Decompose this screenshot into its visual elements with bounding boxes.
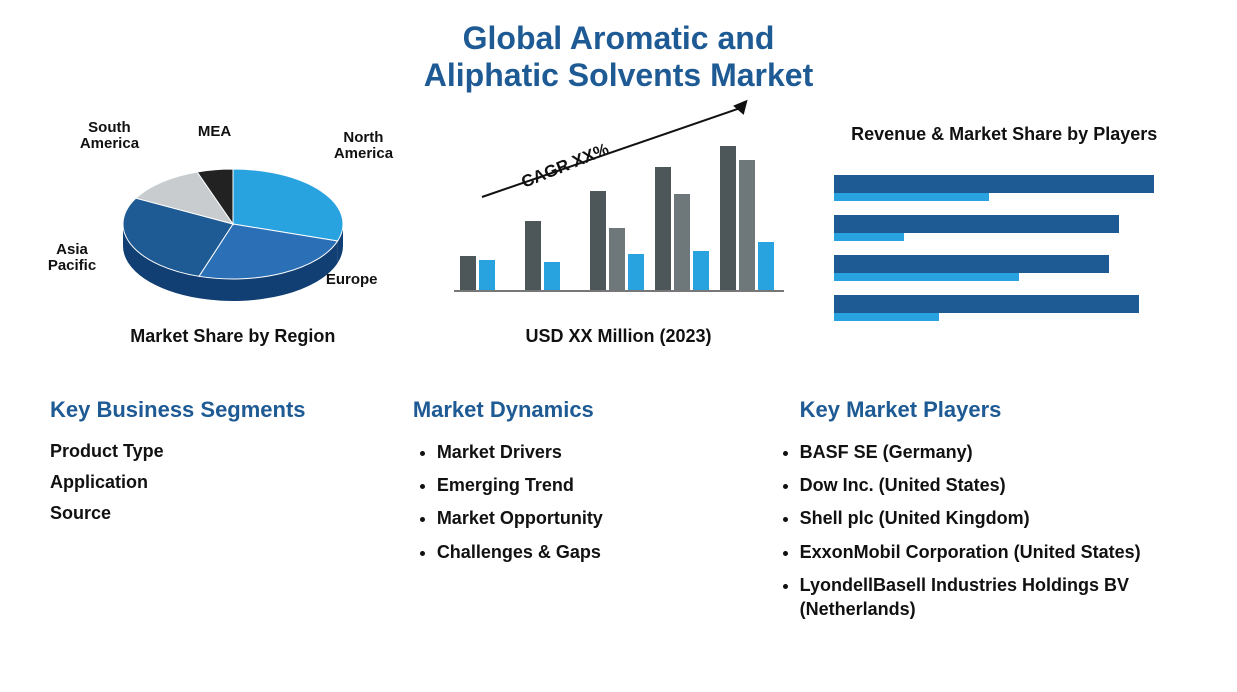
player-bar-dark [834,175,1154,193]
bar-group [720,146,777,289]
players-panel: Key Market Players BASF SE (Germany) Dow … [766,397,1197,631]
bar-panel: CAGR XX% USD XX Million (2023) [426,124,812,347]
bar-group [525,221,582,289]
list-item: Dow Inc. (United States) [800,474,1187,497]
list-item: Challenges & Gaps [437,541,603,564]
pie-label: Europe [326,272,378,289]
bar [628,254,644,289]
dynamics-title: Market Dynamics [413,397,594,423]
player-bar-light [834,193,989,201]
bar [693,251,709,289]
players-chart [834,175,1174,321]
bar [655,167,671,290]
pie-chart: NorthAmericaEuropeAsiaPacificSouthAmeric… [48,124,418,314]
bar-chart: CAGR XX% [454,124,784,314]
list-item: Emerging Trend [437,474,603,497]
player-bar-dark [834,295,1139,313]
dynamics-list: Market Drivers Emerging Trend Market Oppor… [413,441,603,575]
bar [739,160,755,290]
player-bar-dark [834,255,1109,273]
player-bar-row [834,215,1174,241]
list-item: Market Drivers [437,441,603,464]
player-bar-light [834,273,1019,281]
bar [674,194,690,289]
player-bar-row [834,255,1174,281]
pie-caption: Market Share by Region [130,326,335,347]
players-list: BASF SE (Germany) Dow Inc. (United States… [776,441,1187,631]
bar-group [655,167,712,290]
bar [609,228,625,289]
bar [720,146,736,289]
list-item: Shell plc (United Kingdom) [800,507,1187,530]
list-item: LyondellBasell Industries Holdings BV (N… [800,574,1187,621]
bar [544,262,560,289]
bar [590,191,606,289]
player-bar-dark [834,215,1119,233]
pie-label: AsiaPacific [48,242,96,275]
title-line-2: Aliphatic Solvents Market [424,57,813,93]
segments-panel: Key Business Segments Product Type Applic… [40,397,403,631]
pie-label: SouthAmerica [80,120,139,153]
trend-arrow-head [733,95,753,115]
player-bar-light [834,313,939,321]
list-item: Source [50,503,164,524]
title-line-1: Global Aromatic and [463,20,775,56]
bottom-row: Key Business Segments Product Type Applic… [40,397,1197,631]
player-bar-row [834,295,1174,321]
list-item: Market Opportunity [437,507,603,530]
list-item: BASF SE (Germany) [800,441,1187,464]
page-title: Global Aromatic and Aliphatic Solvents M… [40,20,1197,94]
bar [758,242,774,290]
bar-group [460,256,517,290]
segments-title: Key Business Segments [50,397,306,423]
segments-list: Product Type Application Source [50,441,164,534]
bar [460,256,476,290]
bar [479,260,495,290]
top-row: NorthAmericaEuropeAsiaPacificSouthAmeric… [40,124,1197,347]
bar-caption: USD XX Million (2023) [525,326,711,347]
bar-area [454,142,784,292]
pie-label: NorthAmerica [334,130,393,163]
bar-group [590,191,647,289]
players-title: Key Market Players [776,397,1002,423]
list-item: ExxonMobil Corporation (United States) [800,541,1187,564]
list-item: Application [50,472,164,493]
dynamics-panel: Market Dynamics Market Drivers Emerging T… [403,397,766,631]
pie-label: MEA [198,124,231,141]
bar [525,221,541,289]
player-bar-light [834,233,904,241]
players-chart-panel: Revenue & Market Share by Players [811,124,1197,347]
list-item: Product Type [50,441,164,462]
players-chart-title: Revenue & Market Share by Players [851,124,1157,145]
pie-panel: NorthAmericaEuropeAsiaPacificSouthAmeric… [40,124,426,347]
player-bar-row [834,175,1174,201]
